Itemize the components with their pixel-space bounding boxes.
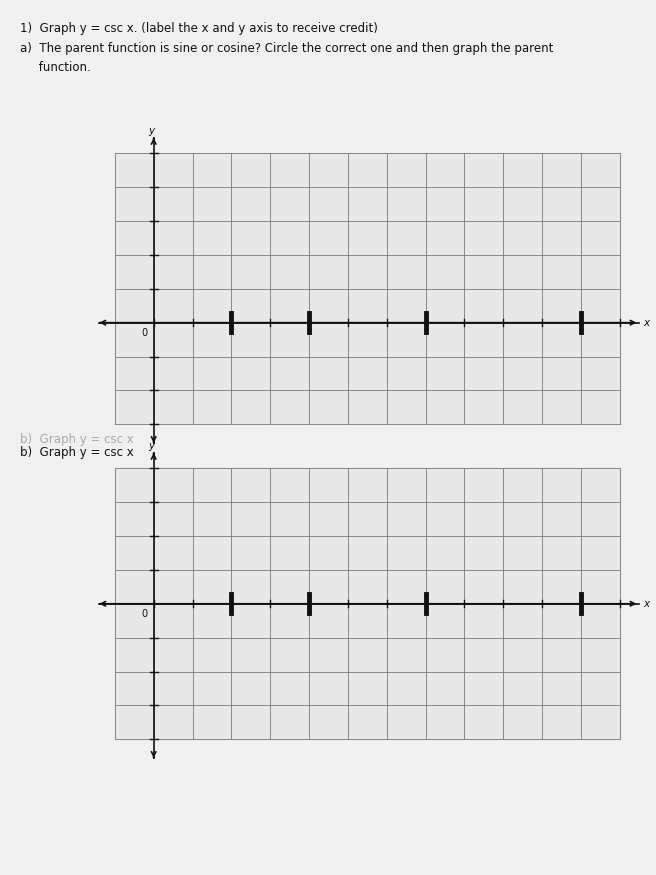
- Text: function.: function.: [20, 61, 91, 74]
- Text: y: y: [149, 126, 155, 136]
- Text: a)  The parent function is sine or cosine? Circle the correct one and then graph: a) The parent function is sine or cosine…: [20, 42, 553, 55]
- Text: y: y: [149, 441, 155, 452]
- Bar: [115, 153, 620, 424]
- Text: b)  Graph y = csc x: b) Graph y = csc x: [20, 446, 133, 459]
- Bar: [115, 468, 620, 739]
- Text: 0: 0: [142, 328, 148, 338]
- Text: b)  Graph y = csc x: b) Graph y = csc x: [20, 433, 133, 446]
- Text: 0: 0: [142, 609, 148, 619]
- Text: 1)  Graph y = csc x. (label the x and y axis to receive credit): 1) Graph y = csc x. (label the x and y a…: [20, 22, 378, 35]
- Text: x: x: [644, 598, 649, 609]
- Text: x: x: [644, 318, 649, 327]
